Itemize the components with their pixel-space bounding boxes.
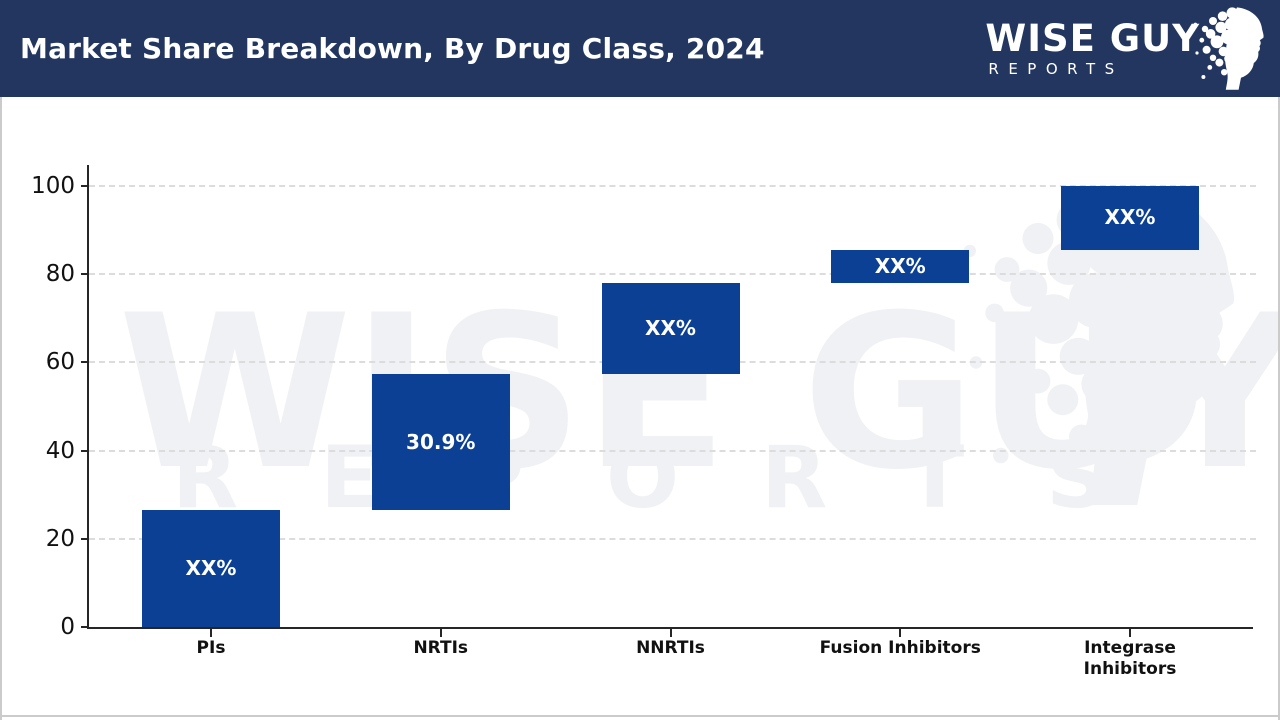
y-tick-label-80: 80 xyxy=(45,261,75,288)
gridline-60 xyxy=(89,361,1256,364)
right-frame-border xyxy=(1278,97,1280,720)
bar-value-label: XX% xyxy=(874,253,926,278)
watermark-brand-text: WISE GUY xyxy=(118,269,1280,516)
wiseguy-head-icon xyxy=(1188,5,1270,93)
y-tick-0 xyxy=(81,626,89,628)
x-tick-3 xyxy=(899,629,902,637)
brand-logo: WISE GUY REPORTS xyxy=(985,5,1270,93)
x-category-label: NNRTIs xyxy=(636,638,705,658)
y-tick-label-100: 100 xyxy=(31,173,75,199)
y-tick-60 xyxy=(81,361,89,364)
bar-fusion-inhibitors: XX% xyxy=(831,249,970,283)
x-category-label: Fusion Inhibitors xyxy=(819,638,981,658)
gridline-80 xyxy=(89,273,1256,276)
watermark: WISE GUY REPORTS xyxy=(0,97,1280,720)
bar-nnrtis: XX% xyxy=(601,283,740,374)
y-axis-line xyxy=(87,165,89,629)
gridline-40 xyxy=(89,449,1256,452)
y-tick-40 xyxy=(81,449,89,452)
logo-sub-text: REPORTS xyxy=(988,59,1124,78)
x-tick-4 xyxy=(1129,629,1131,637)
y-tick-label-60: 60 xyxy=(45,349,75,376)
bar-pis: XX% xyxy=(142,510,280,627)
x-tick-2 xyxy=(669,629,672,637)
watermark-sub-text: REPORTS xyxy=(172,428,1191,528)
logo-brand-text: WISE GUY xyxy=(985,16,1200,60)
left-frame-border xyxy=(0,97,2,720)
x-tick-0 xyxy=(210,629,212,637)
bar-nrtis: 30.9% xyxy=(371,373,510,511)
bar-integrase-inhibitors: XX% xyxy=(1061,186,1199,250)
x-category-label: NRTIs xyxy=(413,638,469,658)
y-tick-label-40: 40 xyxy=(45,437,75,464)
gridline-100 xyxy=(89,185,1256,187)
bottom-divider xyxy=(2,715,1278,717)
gridline-20 xyxy=(89,537,1256,540)
y-tick-20 xyxy=(81,537,89,540)
y-tick-80 xyxy=(81,273,89,276)
watermark-head-icon xyxy=(945,172,1255,522)
header: Market Share Breakdown, By Drug Class, 2… xyxy=(0,0,1280,97)
logo-text: WISE GUY REPORTS xyxy=(985,20,1200,78)
x-category-label: PIs xyxy=(196,638,226,658)
bar-value-label: XX% xyxy=(185,556,237,581)
x-category-label: Integrase Inhibitors xyxy=(1083,638,1177,679)
bar-value-label: XX% xyxy=(1104,205,1156,229)
bar-value-label: 30.9% xyxy=(406,429,476,454)
x-axis-line xyxy=(87,627,1253,629)
page-title: Market Share Breakdown, By Drug Class, 2… xyxy=(20,32,765,65)
y-tick-100 xyxy=(81,185,89,187)
y-tick-label-20: 20 xyxy=(45,525,75,552)
x-tick-1 xyxy=(439,629,442,637)
y-tick-label-0: 0 xyxy=(60,614,75,640)
bar-value-label: XX% xyxy=(645,316,696,341)
